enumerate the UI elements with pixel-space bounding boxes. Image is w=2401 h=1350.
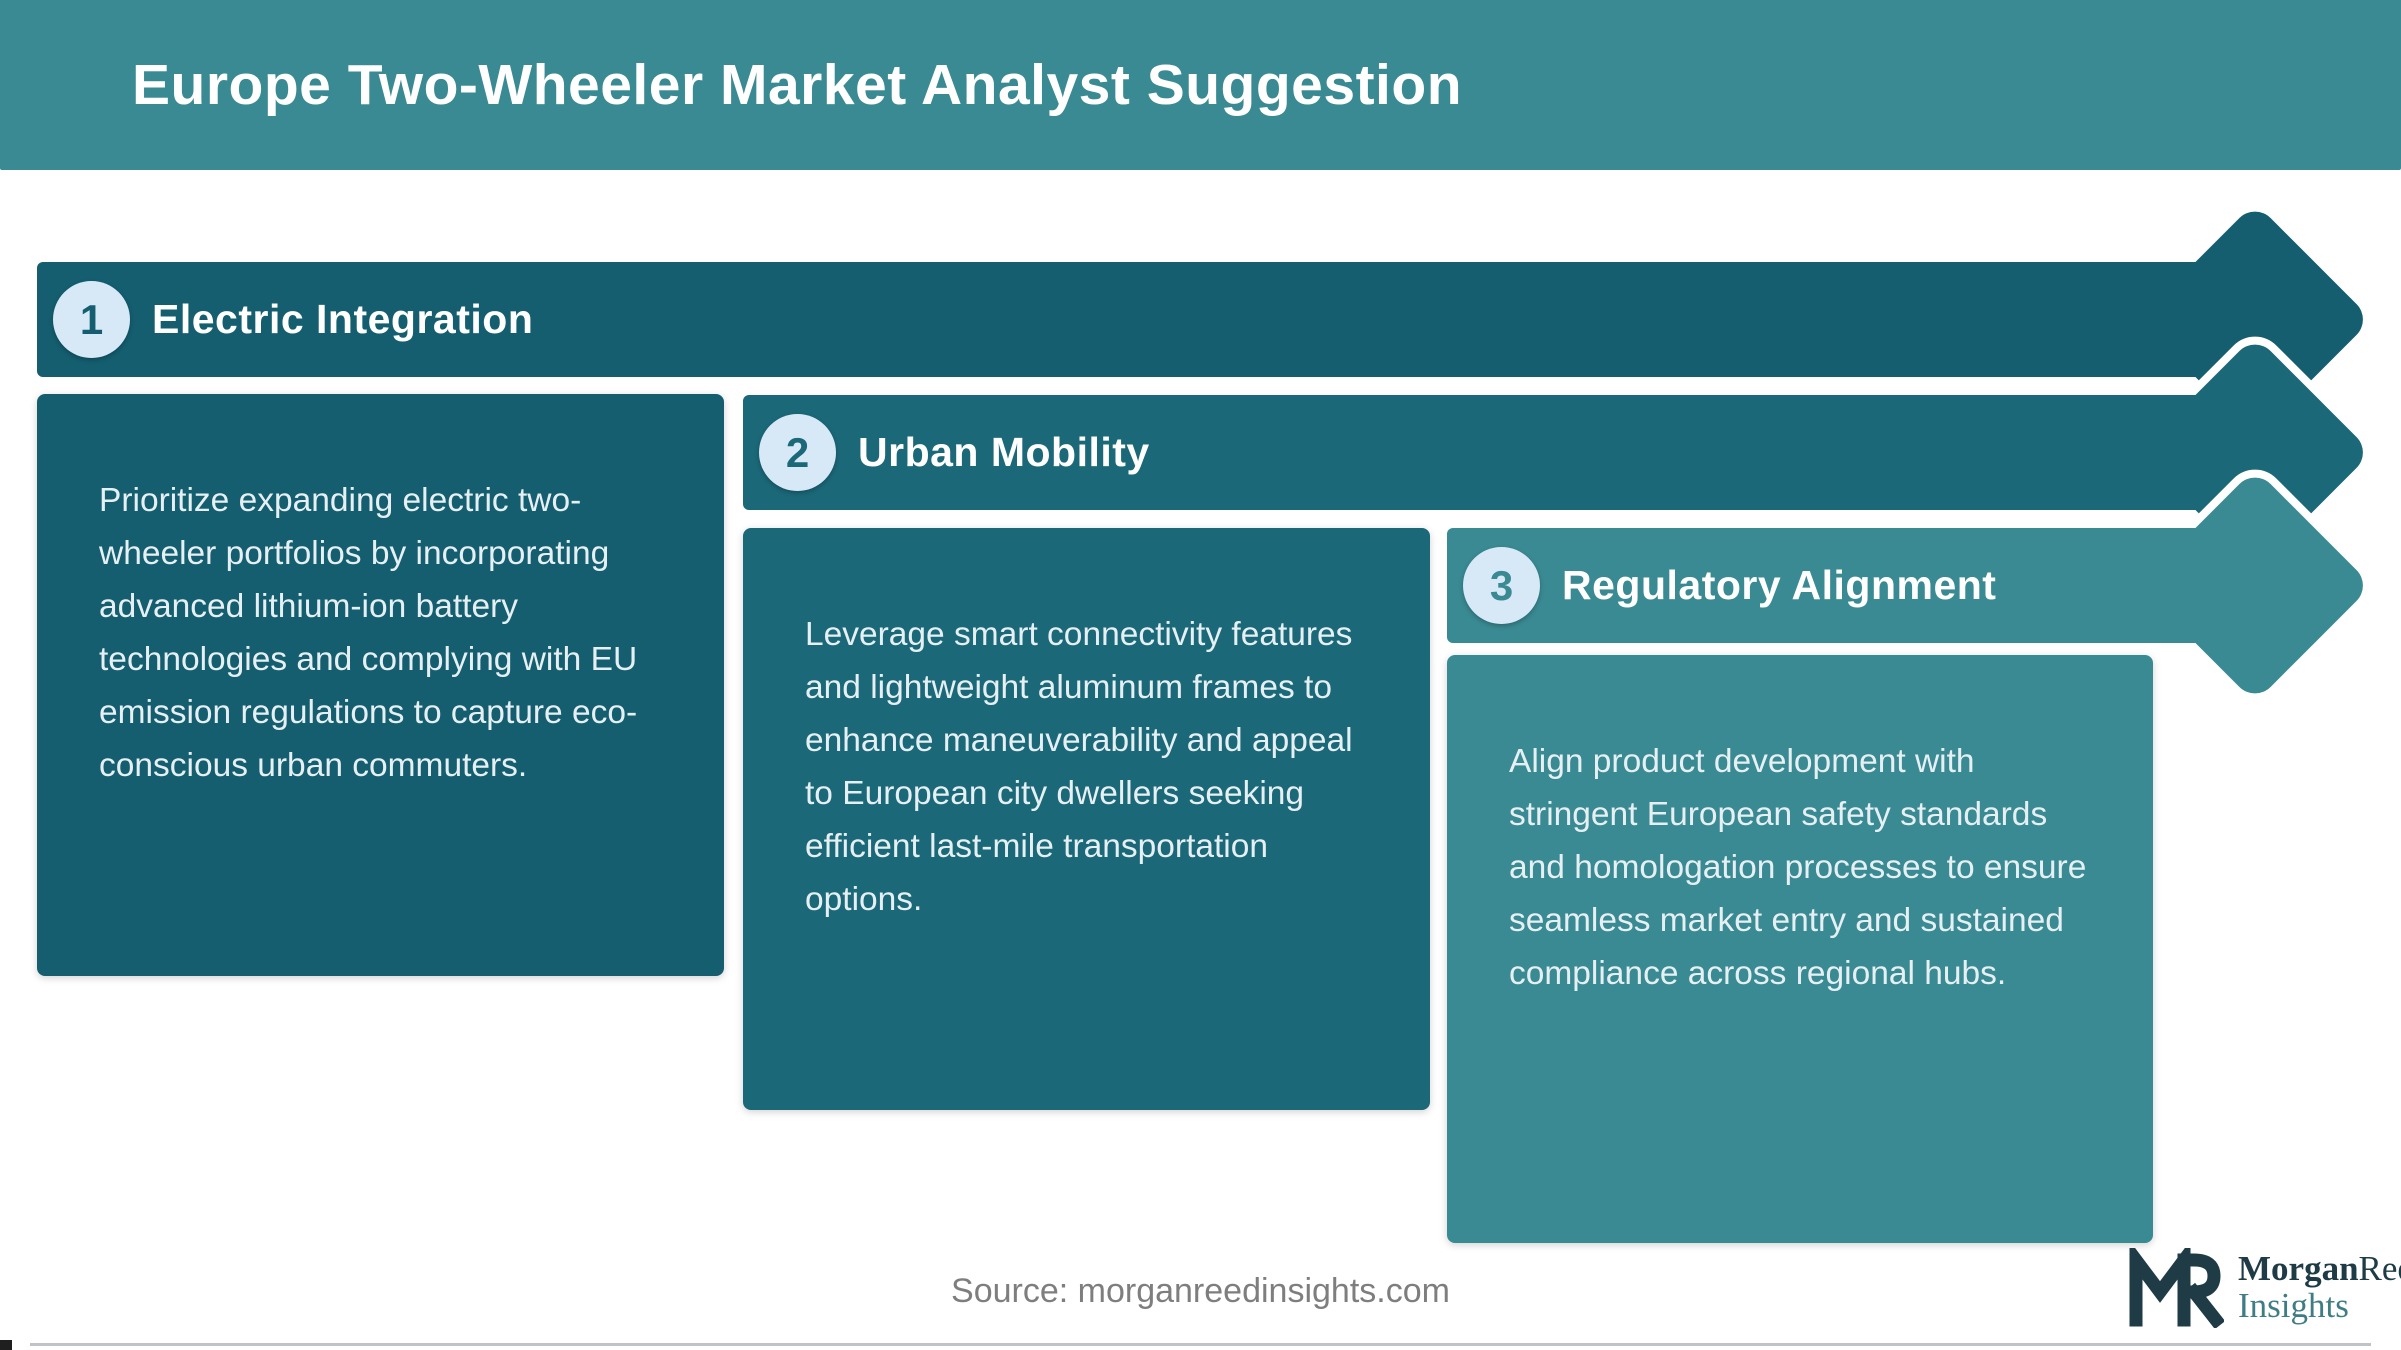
corner-chip	[0, 1340, 12, 1350]
step-number-badge-3: 3	[1463, 547, 1540, 624]
brand-logo: MorganReed Insights	[2128, 1248, 2401, 1328]
arrow-shape-3	[1439, 469, 2371, 702]
arrow-1-fill	[37, 211, 2363, 428]
detail-box-2: Leverage smart connectivity features and…	[743, 528, 1430, 1110]
detail-box-3: Align product development with stringent…	[1447, 655, 2153, 1243]
monogram-m	[2129, 1248, 2191, 1327]
brand-monogram-icon	[2129, 1248, 2224, 1328]
brand-tagline: Insights	[2238, 1286, 2349, 1325]
step-header-1: 1 Electric Integration	[37, 262, 937, 377]
source-attribution: Source: morganreedinsights.com	[951, 1272, 1450, 1310]
step-header-2: 2 Urban Mobility	[743, 395, 1643, 510]
arrow-shape-2	[735, 336, 2371, 569]
step-title-1: Electric Integration	[152, 296, 534, 342]
arrow-shape-1	[29, 203, 2371, 436]
arrow-head-3	[2147, 477, 2363, 694]
step-header-3: 3 Regulatory Alignment	[1447, 528, 2347, 643]
step-number-badge-2: 2	[759, 414, 836, 491]
brand-name-primary: Morgan	[2238, 1249, 2359, 1289]
arrow-head-1	[2147, 211, 2363, 428]
brand-name-secondary: Reed	[2358, 1249, 2401, 1289]
step-title-2: Urban Mobility	[858, 429, 1150, 475]
arrow-head-2	[2147, 344, 2363, 561]
arrow-2-fill	[743, 344, 2363, 561]
detail-text-2: Leverage smart connectivity features and…	[805, 616, 1353, 918]
arrow-3-fill	[1447, 477, 2363, 694]
step-number-badge-1: 1	[53, 281, 130, 358]
detail-box-1: Prioritize expanding electric two-wheele…	[37, 394, 724, 976]
brand-name: MorganReed	[2238, 1249, 2401, 1289]
step-title-3: Regulatory Alignment	[1562, 562, 1997, 608]
detail-text-3: Align product development with stringent…	[1509, 743, 2087, 992]
detail-text-1: Prioritize expanding electric two-wheele…	[99, 482, 638, 784]
header-band: Europe Two-Wheeler Market Analyst Sugges…	[0, 0, 2401, 170]
page-title: Europe Two-Wheeler Market Analyst Sugges…	[132, 53, 1463, 117]
monogram-r	[2177, 1253, 2224, 1328]
bottom-divider	[30, 1343, 2371, 1346]
